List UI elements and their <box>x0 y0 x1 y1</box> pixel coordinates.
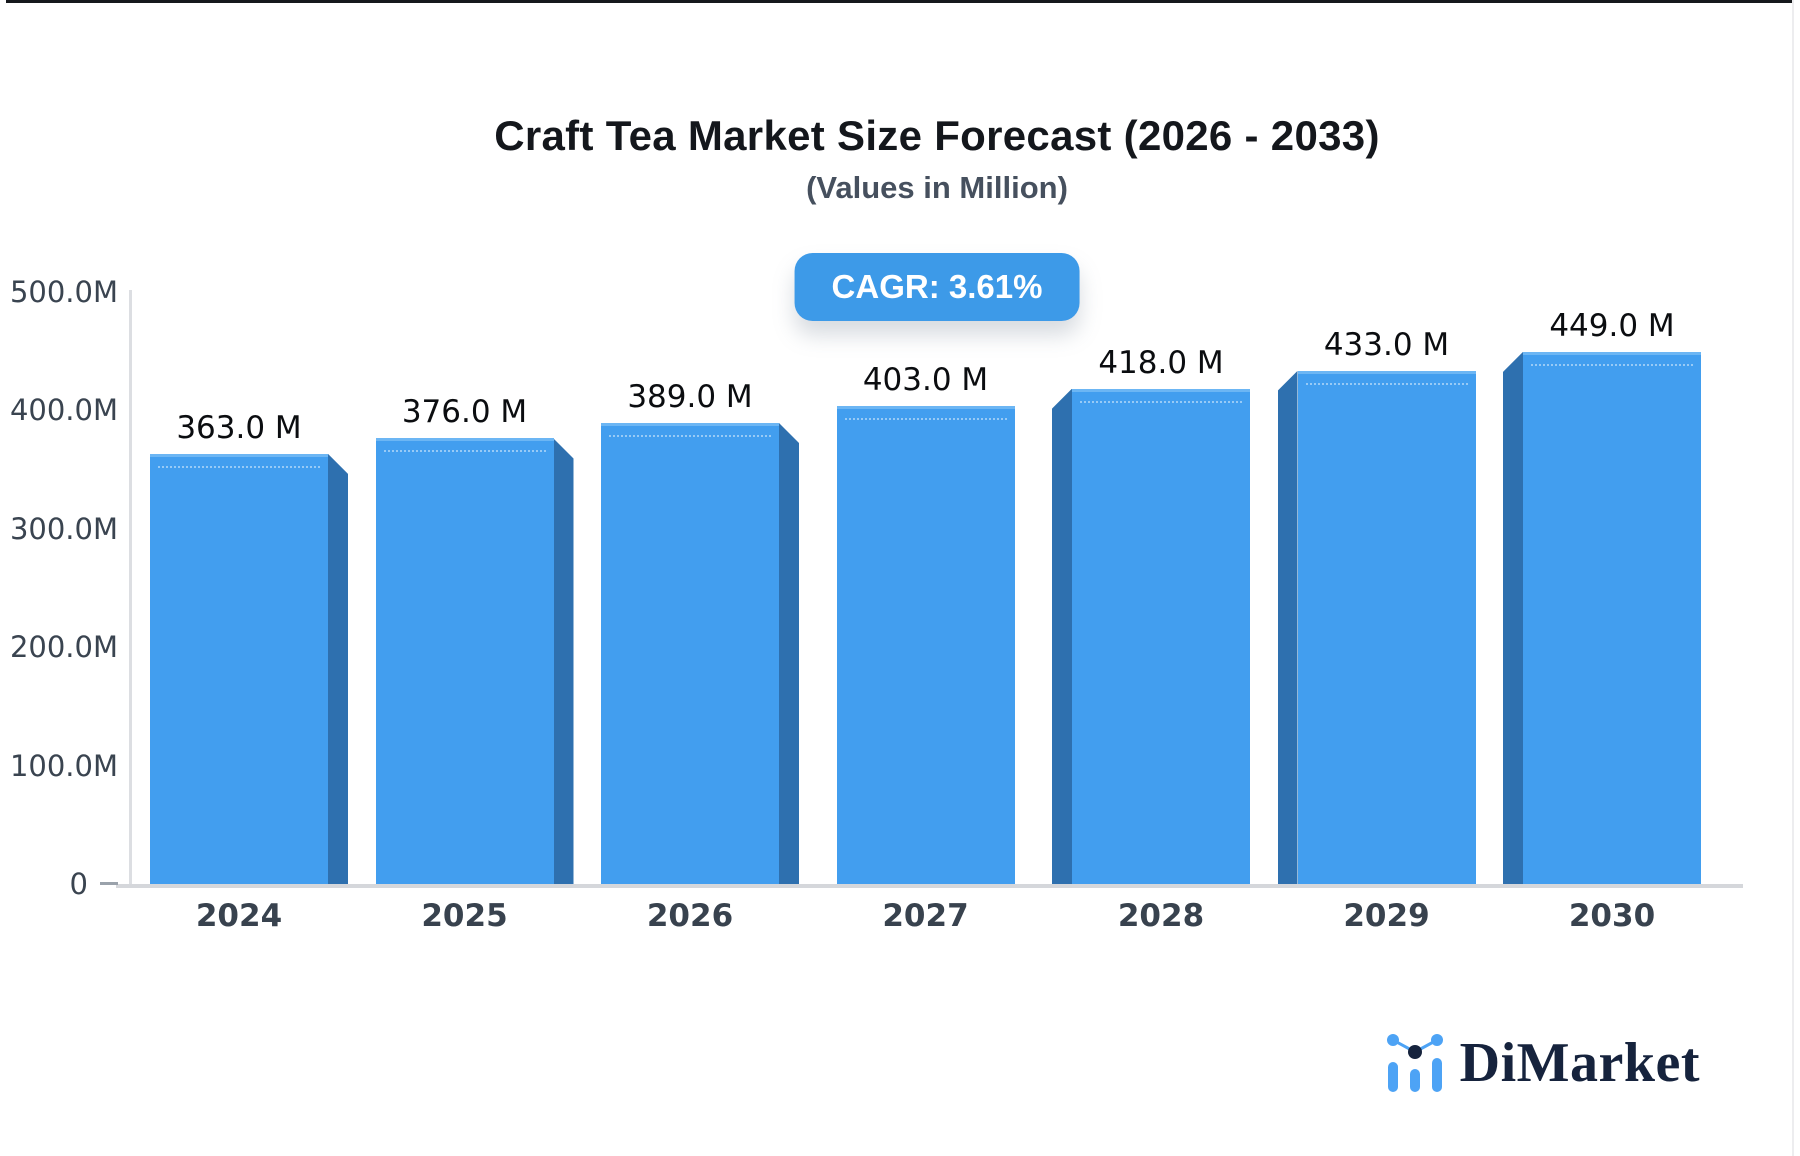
bar-2028[interactable] <box>1072 388 1250 884</box>
y-axis-line <box>129 290 132 884</box>
x-tick-2029: 2029 <box>1343 898 1430 934</box>
cagr-badge: CAGR: 3.61% <box>794 253 1080 321</box>
bar-2029[interactable] <box>1297 370 1476 884</box>
x-tick-2026: 2026 <box>646 898 734 934</box>
bar-2024[interactable] <box>150 453 328 884</box>
bar-value-label-2026: 389.0 M <box>627 379 753 416</box>
bar-3d-side-2030 <box>1503 351 1523 884</box>
chart-title: Craft Tea Market Size Forecast (2026 - 2… <box>494 112 1380 159</box>
bar-2025[interactable] <box>375 438 554 884</box>
chart-header: Craft Tea Market Size Forecast (2026 - 2… <box>131 0 1743 340</box>
x-axis-line <box>116 884 1743 888</box>
y-tick-500.0M: 500.0M <box>9 274 118 309</box>
x-tick-2024: 2024 <box>195 898 283 934</box>
y-tick-0: 0 <box>69 867 88 901</box>
x-tick-2030: 2030 <box>1568 898 1656 934</box>
y-tick-200.0M: 200.0M <box>9 630 118 664</box>
bar-2026[interactable] <box>601 423 779 884</box>
y-tick-100.0M: 100.0M <box>9 748 118 783</box>
bar-value-label-2025: 376.0 M <box>401 394 528 431</box>
y-axis-tick-dash <box>100 882 118 885</box>
y-tick-300.0M: 300.0M <box>9 511 118 546</box>
x-tick-2025: 2025 <box>421 898 508 934</box>
window-top-border <box>6 0 1792 3</box>
bar-value-label-2029: 433.0 M <box>1323 326 1450 363</box>
bar-3d-side-2026 <box>779 423 799 884</box>
bar-value-label-2027: 403.0 M <box>862 362 989 399</box>
bar-value-label-2024: 363.0 M <box>176 409 302 446</box>
dimarket-logo: DiMarket <box>1384 1030 1700 1096</box>
x-tick-2028: 2028 <box>1117 898 1205 934</box>
x-tick-2027: 2027 <box>882 898 969 934</box>
bar-2027[interactable] <box>836 406 1015 884</box>
bar-3d-side-2024 <box>328 453 348 884</box>
bar-value-label-2028: 418.0 M <box>1098 344 1224 381</box>
dimarket-logo-text: DiMarket <box>1459 1032 1700 1094</box>
chart-subtitle: (Values in Million) <box>806 170 1068 205</box>
bar-3d-side-2029 <box>1277 370 1298 884</box>
bar-2030[interactable] <box>1523 351 1701 884</box>
bar-value-label-2030: 449.0 M <box>1549 307 1675 344</box>
window-right-border <box>1792 0 1794 1156</box>
bar-3d-side-2028 <box>1052 388 1072 884</box>
y-tick-400.0M: 400.0M <box>9 393 118 427</box>
bar-3d-side-2025 <box>553 438 574 884</box>
dimarket-logo-icon <box>1386 1034 1443 1092</box>
